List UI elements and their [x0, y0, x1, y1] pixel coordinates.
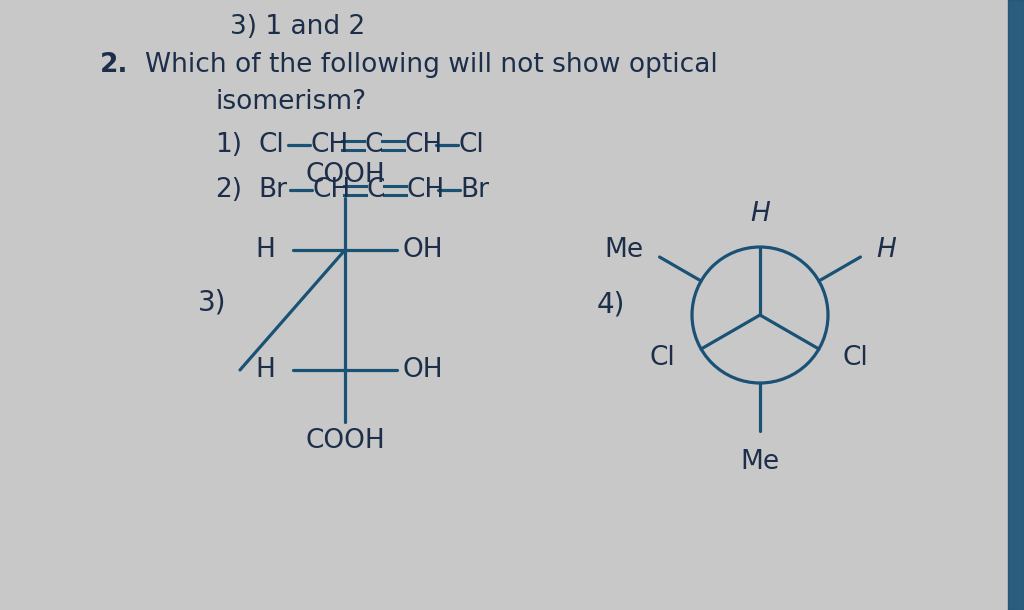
Text: OH: OH: [403, 237, 443, 263]
Text: C: C: [364, 132, 382, 158]
Text: CH: CH: [404, 132, 442, 158]
Text: Br: Br: [460, 177, 489, 203]
Text: Cl: Cl: [650, 345, 676, 371]
Text: H: H: [255, 237, 275, 263]
Text: CH: CH: [406, 177, 444, 203]
Text: 1): 1): [215, 132, 242, 158]
Text: H: H: [750, 201, 770, 227]
Text: Which of the following will not show optical: Which of the following will not show opt…: [145, 52, 718, 78]
Text: 4): 4): [597, 291, 626, 319]
Text: Cl: Cl: [843, 345, 868, 371]
Text: H: H: [255, 357, 275, 383]
Text: 3) 1 and 2: 3) 1 and 2: [230, 14, 366, 40]
Text: Me: Me: [604, 237, 643, 263]
Text: Br: Br: [258, 177, 287, 203]
Text: Me: Me: [740, 449, 779, 475]
Text: 2.: 2.: [100, 52, 128, 78]
Text: C: C: [366, 177, 384, 203]
Text: Cl: Cl: [458, 132, 483, 158]
Text: H: H: [877, 237, 896, 263]
Text: CH: CH: [312, 177, 350, 203]
Text: isomerism?: isomerism?: [215, 89, 367, 115]
Text: COOH: COOH: [305, 428, 385, 454]
Text: 3): 3): [198, 288, 226, 316]
Text: COOH: COOH: [305, 162, 385, 188]
Text: CH: CH: [310, 132, 348, 158]
Text: 2): 2): [215, 177, 242, 203]
Text: OH: OH: [403, 357, 443, 383]
Text: Cl: Cl: [258, 132, 284, 158]
